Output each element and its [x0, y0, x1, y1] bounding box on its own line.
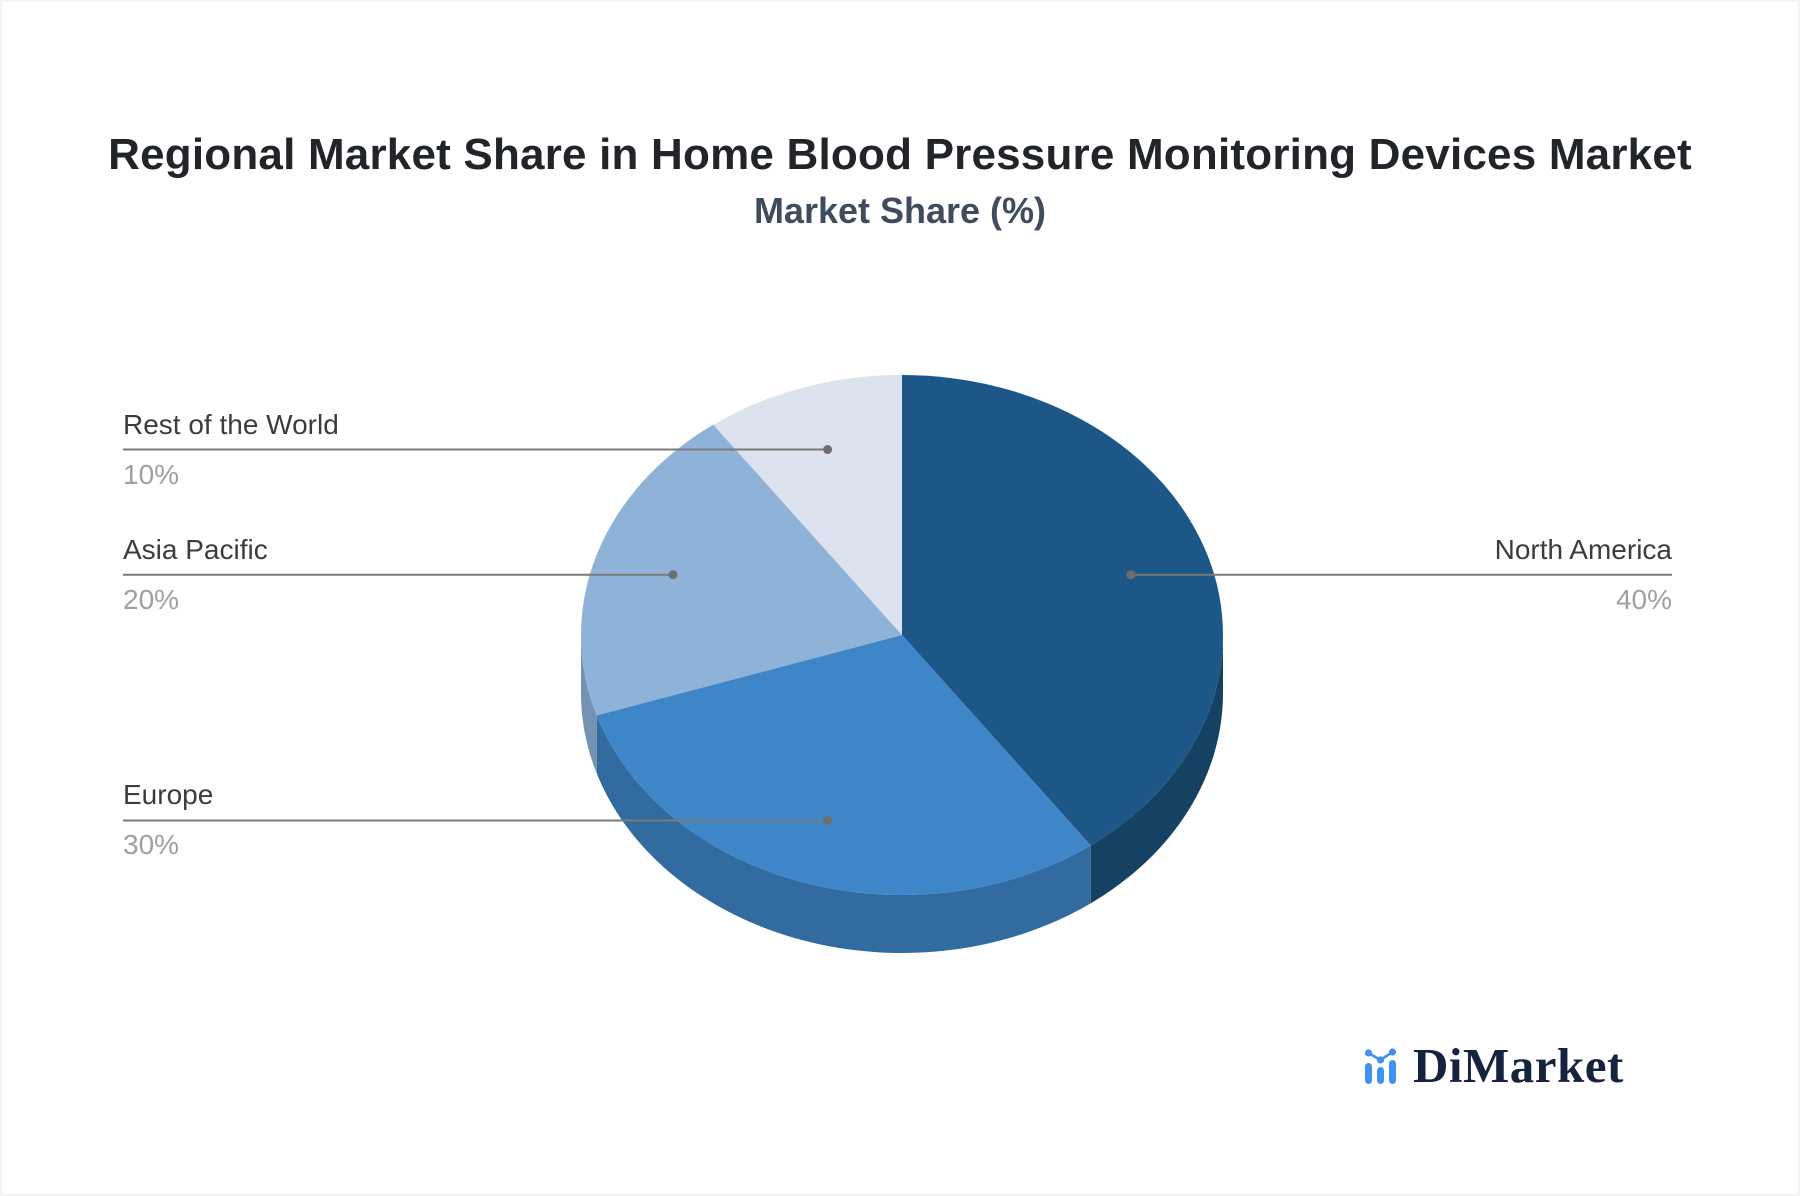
- slice-percent-north-america: 40%: [1615, 583, 1672, 615]
- leader-dot-asia-pacific: [668, 570, 678, 580]
- pie-slice-side-north-america: [1090, 635, 1223, 904]
- pie-slice-asia-pacific[interactable]: [580, 424, 902, 716]
- pie-slice-side-europe: [596, 715, 1091, 953]
- slice-percent-rest-of-the-world: 10%: [123, 458, 180, 490]
- leader-dot-north-america: [1126, 570, 1136, 580]
- slice-percent-europe: 30%: [123, 829, 180, 861]
- pie-slice-side-asia-pacific: [581, 635, 597, 774]
- leader-dot-europe: [823, 815, 833, 825]
- pie-slice-north-america[interactable]: [902, 375, 1223, 846]
- chart-subtitle: Market Share (%): [753, 190, 1047, 231]
- slice-label-north-america: North America: [1494, 533, 1672, 565]
- slice-label-europe: Europe: [123, 779, 214, 811]
- brand-name: DiMarket: [1413, 1038, 1624, 1093]
- pie-slice-rest-of-the-world[interactable]: [713, 375, 902, 635]
- brand-logo: DiMarket: [1363, 1040, 1693, 1100]
- pie-slice-europe[interactable]: [596, 635, 1091, 895]
- chart-title: Regional Market Share in Home Blood Pres…: [108, 130, 1692, 179]
- mini-bar-line-chart-logo-icon: [1364, 1048, 1397, 1084]
- leader-dot-rest-of-the-world: [823, 445, 833, 455]
- slice-label-rest-of-the-world: Rest of the World: [123, 408, 339, 440]
- slice-label-asia-pacific: Asia Pacific: [123, 533, 268, 565]
- slice-percent-asia-pacific: 20%: [123, 583, 180, 615]
